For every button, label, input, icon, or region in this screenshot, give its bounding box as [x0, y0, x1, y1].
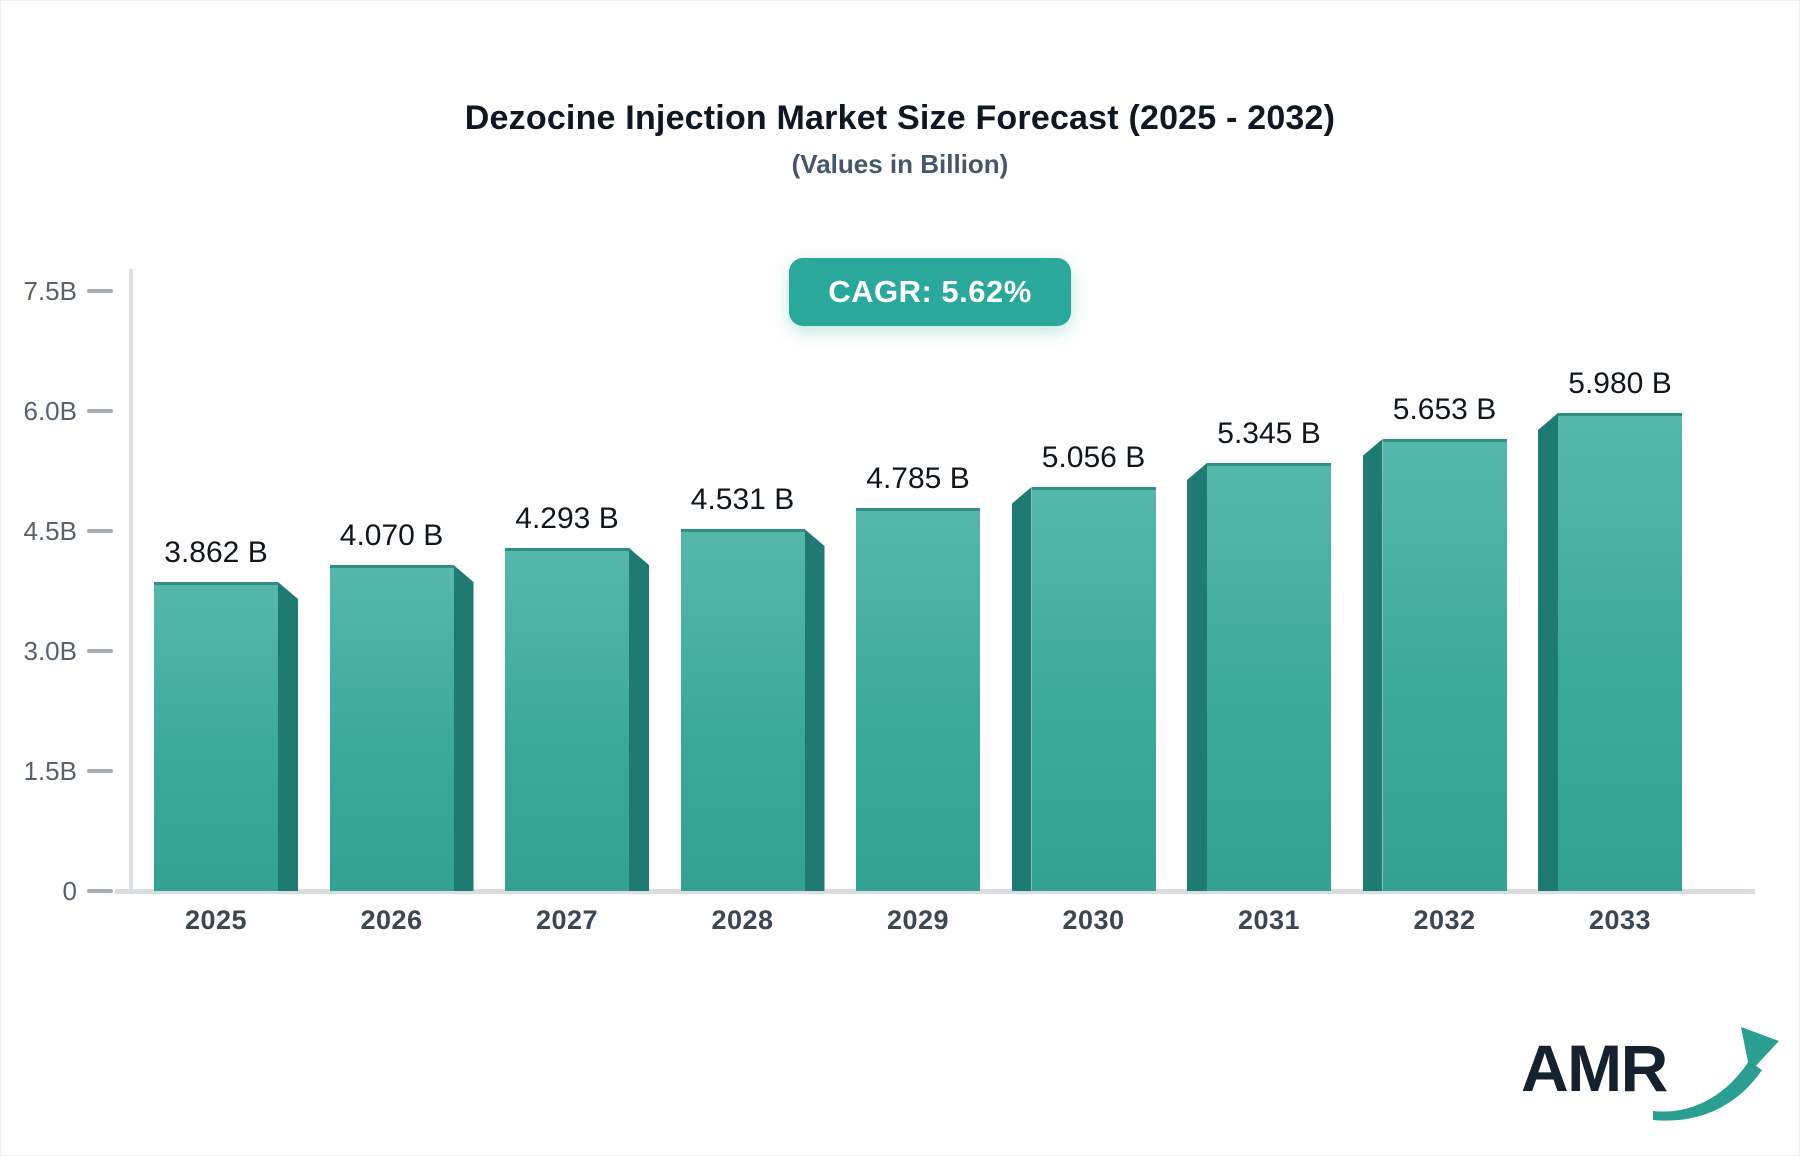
bar-value-label: 5.056 B — [1041, 441, 1146, 474]
bar-side-face — [1538, 413, 1558, 891]
bar-side-face — [804, 529, 825, 891]
bar — [1382, 439, 1507, 891]
bar — [154, 582, 278, 891]
y-axis-line — [129, 269, 133, 893]
bar-value-label: 5.980 B — [1568, 367, 1672, 400]
y-tick-mark — [87, 889, 113, 893]
y-tick-mark — [87, 289, 113, 293]
amr-logo: AMR — [1521, 1027, 1779, 1123]
cagr-badge-label: CAGR: 5.62% — [828, 274, 1032, 309]
bar-side-face — [453, 565, 474, 891]
amr-logo-text: AMR — [1521, 1031, 1668, 1105]
cagr-badge: CAGR: 5.62% — [789, 258, 1071, 326]
x-tick-label: 2033 — [1588, 905, 1652, 935]
y-tick-mark — [87, 409, 113, 413]
x-tick-label: 2025 — [184, 905, 248, 935]
x-tick-label: 2032 — [1413, 905, 1476, 935]
bar-value-label: 4.785 B — [866, 462, 970, 495]
bar-side-face — [1011, 487, 1032, 891]
x-tick-label: 2028 — [711, 905, 774, 935]
bar-value-label: 5.653 B — [1392, 393, 1497, 426]
x-axis-line — [115, 889, 1755, 894]
y-tick-mark — [87, 649, 113, 653]
bar-side-face — [1187, 463, 1207, 891]
bar-side-face — [278, 582, 298, 891]
y-tick-mark — [87, 529, 113, 533]
bar-side-face — [1362, 439, 1383, 891]
y-tick-label: 1.5B — [23, 756, 78, 786]
y-tick-label: 7.5B — [23, 276, 78, 306]
page-title: Dezocine Injection Market Size Forecast … — [464, 99, 1336, 137]
bar — [329, 565, 454, 891]
bar-value-label: 4.531 B — [690, 483, 795, 516]
bar-side-face — [629, 548, 649, 891]
bar-value-label: 4.070 B — [339, 519, 444, 552]
x-tick-label: 2031 — [1237, 905, 1301, 935]
bar — [1558, 413, 1682, 891]
y-tick-label: 3.0B — [23, 636, 78, 666]
bar — [505, 548, 629, 891]
bar-value-label: 4.293 B — [515, 502, 619, 535]
x-tick-label: 2029 — [886, 905, 950, 935]
y-tick-label: 4.5B — [23, 516, 78, 546]
x-tick-label: 2026 — [360, 905, 423, 935]
bar — [856, 508, 980, 891]
x-tick-label: 2027 — [535, 905, 599, 935]
bar — [680, 529, 805, 891]
y-tick-mark — [87, 769, 113, 773]
growth-arrow-icon — [1652, 1027, 1779, 1121]
bar — [1031, 487, 1156, 891]
bar-value-label: 3.862 B — [164, 536, 268, 569]
x-tick-label: 2030 — [1062, 905, 1125, 935]
y-tick-label: 6.0B — [23, 396, 78, 426]
bar — [1207, 463, 1331, 891]
page-subtitle: (Values in Billion) — [791, 149, 1009, 179]
y-tick-label: 0 — [62, 876, 77, 906]
bar-value-label: 5.345 B — [1217, 417, 1321, 450]
